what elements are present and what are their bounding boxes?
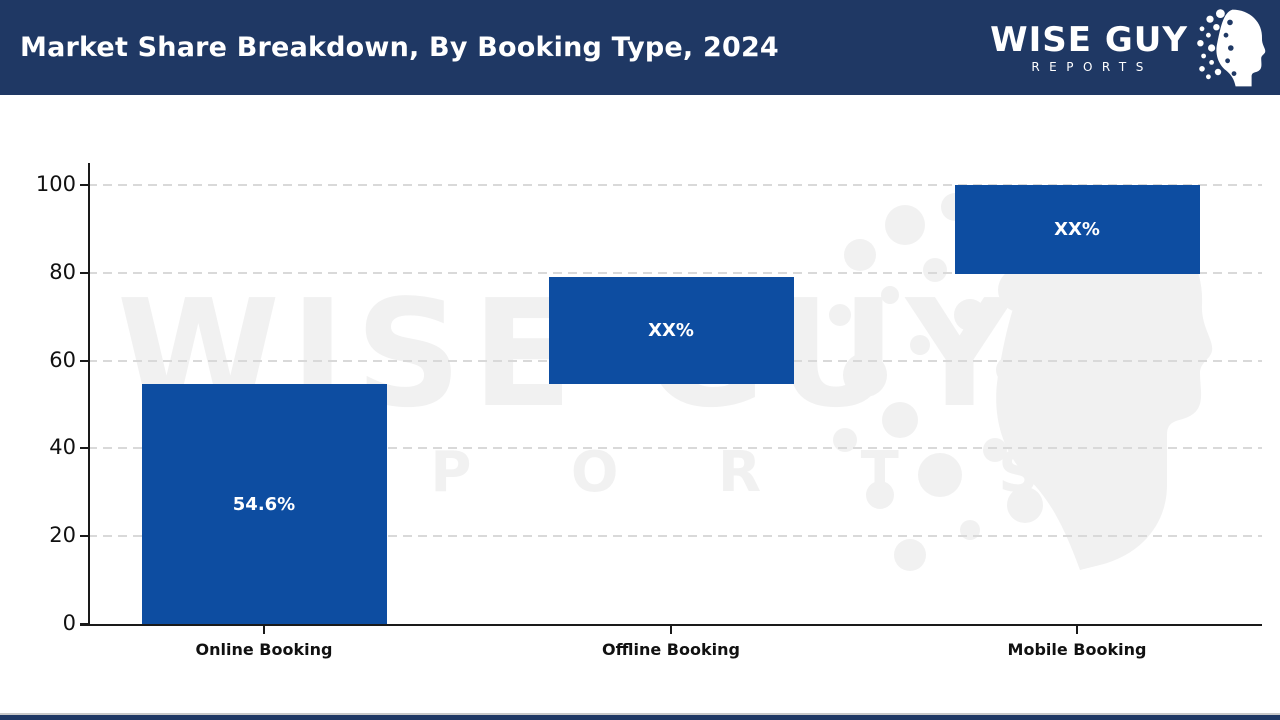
y-tick-label: 100 xyxy=(35,172,76,196)
y-tick-mark xyxy=(80,447,88,450)
footer-hairline xyxy=(0,713,1280,715)
bar-mobile-booking: XX% xyxy=(954,185,1200,274)
x-axis-label: Offline Booking xyxy=(602,640,740,659)
brand-name: WISE GUY xyxy=(990,19,1188,60)
x-tick-mark xyxy=(1076,626,1078,634)
brand-subtitle: REPORTS xyxy=(1031,59,1153,74)
bar-offline-booking: XX% xyxy=(548,277,794,385)
y-tick-mark xyxy=(80,184,88,186)
bar-value-label: 54.6% xyxy=(232,493,296,515)
bar-online-booking: 54.6% xyxy=(141,384,387,624)
gridline-80 xyxy=(88,271,1262,274)
brand-logo: WISE GUY REPORTS xyxy=(990,6,1280,90)
y-tick-label: 20 xyxy=(49,523,76,548)
header-bar: Market Share Breakdown, By Booking Type,… xyxy=(0,0,1280,95)
gridline-100 xyxy=(88,184,1262,186)
x-tick-mark xyxy=(263,626,265,634)
x-axis-label: Mobile Booking xyxy=(1007,640,1147,659)
y-tick-label: 40 xyxy=(49,435,76,460)
gridline-40 xyxy=(88,447,1262,450)
y-tick-mark xyxy=(80,359,88,362)
brand-face-icon xyxy=(1197,8,1266,86)
y-tick-mark xyxy=(80,271,88,274)
gridline-20 xyxy=(88,535,1262,538)
y-tick-mark xyxy=(80,535,88,538)
footer-strip xyxy=(0,715,1280,720)
bar-value-label: XX% xyxy=(1054,218,1100,240)
y-tick-label: 80 xyxy=(49,259,76,284)
x-axis-line xyxy=(80,624,1262,626)
y-tick-label: 60 xyxy=(49,347,76,372)
watermark-face-dots xyxy=(829,193,1213,571)
y-tick-label: 0 xyxy=(62,611,76,635)
brand-logo-text: WISE GUY REPORTS xyxy=(990,23,1188,73)
bar-value-label: XX% xyxy=(648,320,694,342)
y-axis-line xyxy=(88,163,90,626)
page-title: Market Share Breakdown, By Booking Type,… xyxy=(20,32,779,63)
x-axis-label: Online Booking xyxy=(195,640,333,659)
x-tick-mark xyxy=(670,626,672,634)
